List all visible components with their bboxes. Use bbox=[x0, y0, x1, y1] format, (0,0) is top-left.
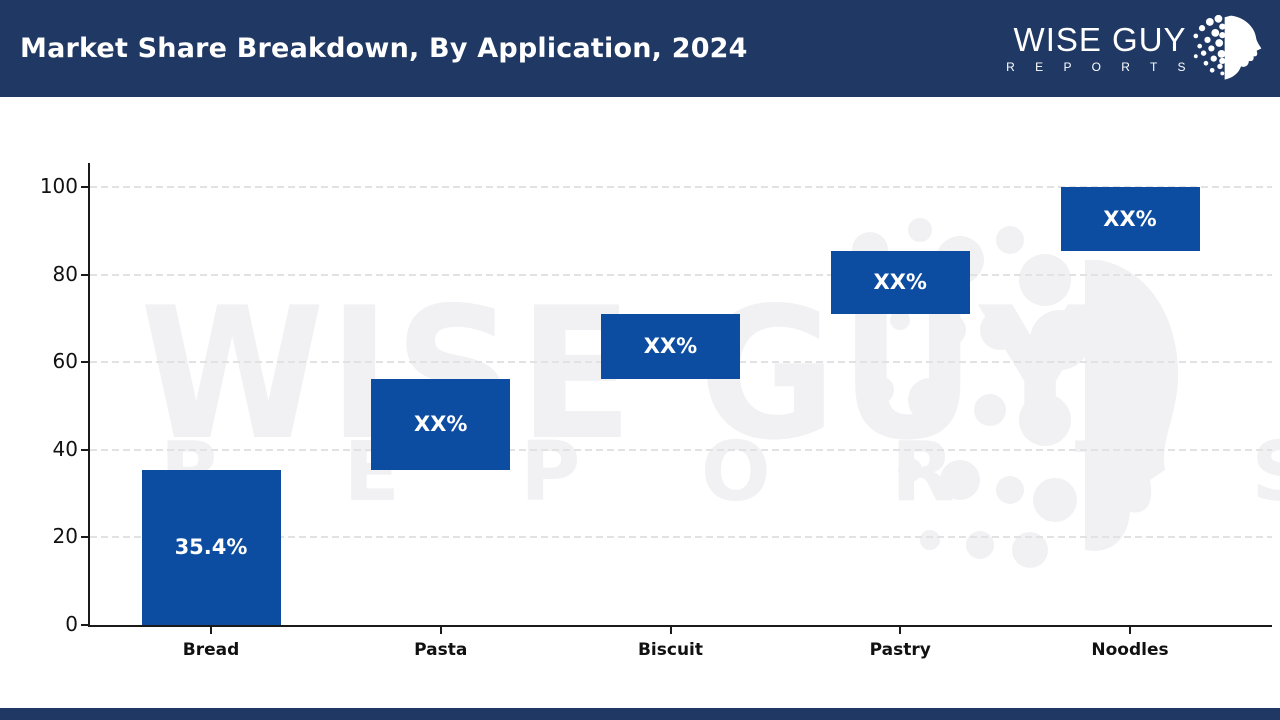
y-axis-tick bbox=[81, 448, 90, 451]
category-label-bread: Bread bbox=[182, 640, 240, 660]
y-axis-line bbox=[88, 163, 90, 627]
x-axis-line bbox=[88, 625, 1272, 627]
y-axis-tick-label: 100 bbox=[39, 174, 78, 198]
bar-value-label: XX% bbox=[643, 334, 698, 359]
y-axis-tick-label: 80 bbox=[52, 261, 78, 286]
logo-wordmark: WISE GUY bbox=[1013, 21, 1187, 58]
bar-value-label: XX% bbox=[873, 270, 927, 295]
gridline-y-80 bbox=[90, 273, 1272, 276]
gridline-y-100 bbox=[90, 186, 1272, 188]
header-band: Market Share Breakdown, By Application, … bbox=[0, 0, 1280, 97]
bar-pastry: XX% bbox=[830, 250, 970, 314]
bar-bread: 35.4% bbox=[141, 469, 281, 625]
y-axis-tick-label: 60 bbox=[52, 349, 78, 374]
x-axis-tick bbox=[1129, 627, 1131, 634]
y-axis-tick-label: 0 bbox=[65, 612, 78, 636]
x-axis-tick bbox=[210, 627, 212, 634]
y-axis-tick bbox=[81, 186, 90, 188]
category-label-biscuit: Biscuit bbox=[637, 640, 704, 660]
category-label-pasta: Pasta bbox=[414, 640, 468, 660]
category-label-pastry: Pastry bbox=[869, 640, 931, 660]
x-axis-tick bbox=[899, 627, 902, 634]
logo-subtitle: R E P O R T S bbox=[1006, 60, 1194, 74]
bar-value-label: XX% bbox=[414, 412, 468, 437]
y-axis-tick bbox=[81, 624, 90, 626]
logo-text: WISE GUY R E P O R T S bbox=[1006, 21, 1194, 75]
bar-value-label: XX% bbox=[1103, 206, 1157, 231]
y-axis-tick bbox=[81, 536, 90, 539]
bar-noodles: XX% bbox=[1060, 187, 1200, 251]
gridline-y-20 bbox=[90, 536, 1272, 539]
bar-biscuit: XX% bbox=[601, 314, 740, 379]
category-label-noodles: Noodles bbox=[1091, 640, 1169, 660]
wise-guy-reports-logo: WISE GUY R E P O R T S bbox=[1006, 6, 1266, 92]
bar-value-label: 35.4% bbox=[174, 535, 248, 560]
y-axis-tick-label: 40 bbox=[52, 436, 78, 461]
page-title: Market Share Breakdown, By Application, … bbox=[20, 33, 748, 64]
bar-pasta: XX% bbox=[371, 378, 511, 470]
logo-face-icon bbox=[1193, 14, 1262, 80]
x-axis-tick bbox=[669, 627, 672, 634]
y-axis-tick bbox=[81, 361, 90, 364]
y-axis-tick-label: 20 bbox=[52, 524, 78, 549]
gridline-y-40 bbox=[90, 448, 1272, 451]
x-axis-tick bbox=[439, 627, 442, 634]
footer-band bbox=[0, 708, 1280, 720]
y-axis-tick bbox=[81, 273, 90, 276]
